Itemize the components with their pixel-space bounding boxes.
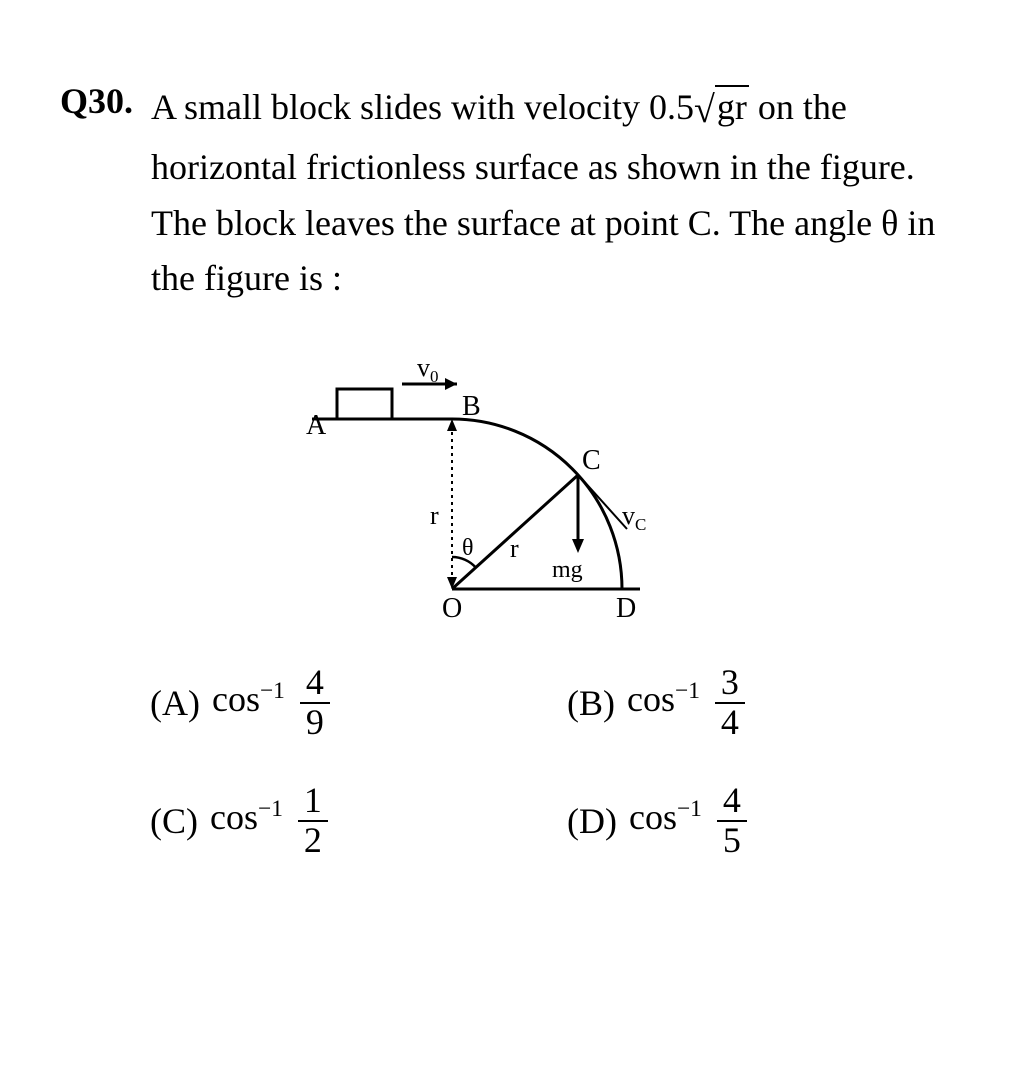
sqrt-symbol: √ [694, 89, 715, 131]
option-B-den: 4 [715, 704, 745, 742]
option-B: (B) cos−1 3 4 [567, 664, 924, 742]
option-D-expr: cos−1 4 5 [629, 782, 747, 860]
vc-line [582, 479, 627, 529]
option-C-label: (C) [150, 800, 198, 842]
option-B-func: cos [627, 679, 675, 719]
label-v0: v0 [417, 353, 439, 386]
label-vc: vC [622, 501, 646, 534]
option-C-num: 1 [298, 782, 328, 822]
option-B-expr: cos−1 3 4 [627, 664, 745, 742]
option-A-func: cos [212, 679, 260, 719]
label-r-oc: r [510, 534, 519, 563]
label-C: C [582, 445, 601, 476]
question-text-part1: A small block slides with velocity 0.5 [151, 87, 694, 127]
question-number: Q30. [60, 80, 133, 307]
option-D-func: cos [629, 797, 677, 837]
options-grid: (A) cos−1 4 9 (B) cos−1 3 4 (C) cos−1 1 … [60, 664, 964, 859]
option-C-den: 2 [298, 822, 328, 860]
label-B: B [462, 391, 481, 422]
option-D: (D) cos−1 4 5 [567, 782, 924, 860]
option-D-frac: 4 5 [717, 782, 747, 860]
label-mg: mg [552, 557, 583, 583]
option-D-num: 4 [717, 782, 747, 822]
option-A-frac: 4 9 [300, 664, 330, 742]
label-A: A [306, 410, 327, 441]
option-D-label: (D) [567, 800, 617, 842]
r-arrow-top [447, 419, 457, 431]
sqrt-expression: √gr [694, 80, 749, 140]
physics-diagram: A v0 B O D r C θ r mg vC [282, 329, 742, 629]
v0-arrow-head [445, 378, 457, 390]
option-A-exp: −1 [260, 678, 285, 704]
option-B-num: 3 [715, 664, 745, 704]
figure: A v0 B O D r C θ r mg vC [60, 329, 964, 634]
option-A: (A) cos−1 4 9 [150, 664, 507, 742]
option-C-exp: −1 [258, 796, 283, 822]
question-text: A small block slides with velocity 0.5√g… [151, 80, 964, 307]
option-D-den: 5 [717, 822, 747, 860]
option-D-exp: −1 [677, 796, 702, 822]
label-D: D [616, 593, 636, 624]
option-C-func: cos [210, 797, 258, 837]
option-C-frac: 1 2 [298, 782, 328, 860]
sqrt-arg: gr [715, 85, 749, 127]
option-A-den: 9 [300, 704, 330, 742]
option-A-num: 4 [300, 664, 330, 704]
label-theta: θ [462, 535, 474, 561]
label-O: O [442, 593, 462, 624]
option-B-frac: 3 4 [715, 664, 745, 742]
option-C-expr: cos−1 1 2 [210, 782, 328, 860]
label-r-vert: r [430, 501, 439, 530]
option-A-label: (A) [150, 682, 200, 724]
option-B-label: (B) [567, 682, 615, 724]
option-A-expr: cos−1 4 9 [212, 664, 330, 742]
option-B-exp: −1 [675, 678, 700, 704]
block-rect [337, 389, 392, 419]
option-C: (C) cos−1 1 2 [150, 782, 507, 860]
question-row: Q30. A small block slides with velocity … [60, 80, 964, 307]
mg-arrow-head [572, 539, 584, 553]
